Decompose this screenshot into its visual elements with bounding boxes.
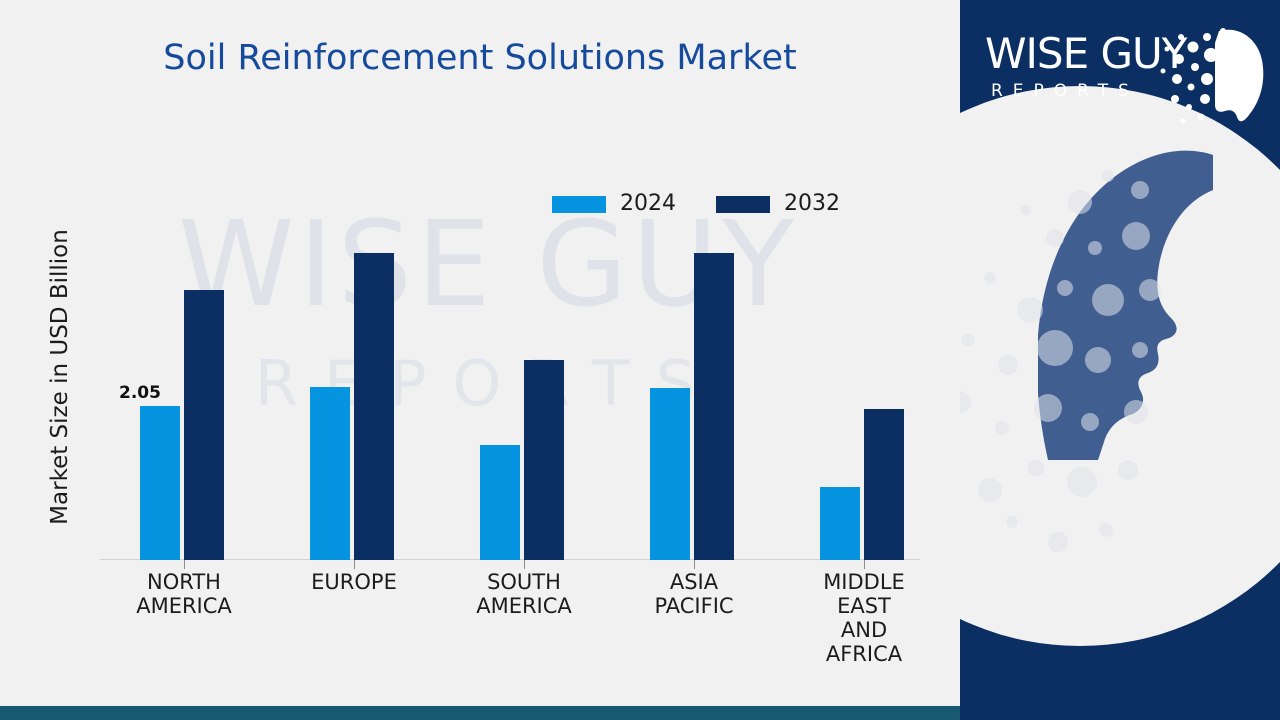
bar-2032[interactable] (694, 253, 734, 560)
chart-panel (0, 0, 960, 720)
bar-2032[interactable] (354, 253, 394, 560)
bar-group: EUROPE (270, 230, 440, 594)
bottom-accent-bar (0, 706, 960, 720)
dotted-head-pattern-icon (960, 170, 1161, 552)
legend-item-2032[interactable]: 2032 (716, 193, 840, 215)
bar-value-label: 2.05 (119, 383, 161, 404)
brand-logo[interactable]: WISE GUY REPORTS (985, 28, 1264, 124)
bar-2024[interactable] (140, 406, 180, 560)
x-axis-tick (354, 560, 355, 569)
x-axis-label: NORTH AMERICA (136, 570, 232, 618)
logo-primary-text: WISE GUY (985, 29, 1187, 78)
logo-secondary-text: REPORTS (991, 81, 1139, 101)
legend-label-2032: 2032 (784, 191, 840, 216)
legend-swatch-2024 (552, 195, 606, 213)
bar-2024[interactable] (820, 487, 860, 560)
face-profile-silhouette-icon (1038, 150, 1213, 460)
legend-item-2024[interactable]: 2024 (552, 193, 676, 215)
bar-group: MIDDLE EAST AND AFRICA (780, 230, 950, 666)
plot-area: 2.05 NORTH AMERICA EUROPE SOUTH AMERICA ASIA… (100, 230, 920, 666)
bar-2024[interactable] (310, 386, 350, 560)
logo-dotted-head-icon (1160, 28, 1264, 124)
chart-legend: 2024 2032 (552, 193, 840, 215)
x-axis-tick (184, 560, 185, 569)
legend-swatch-2032 (716, 195, 770, 213)
bar-group: SOUTH AMERICA (440, 230, 610, 618)
x-axis-tick (694, 560, 695, 569)
bar-group: ASIA PACIFIC (610, 230, 780, 618)
bar-2032[interactable] (864, 408, 904, 560)
x-axis-label: ASIA PACIFIC (654, 570, 734, 618)
bar-2024[interactable] (480, 445, 520, 560)
bar-2024[interactable] (650, 387, 690, 560)
page-title: Soil Reinforcement Solutions Market (163, 38, 797, 78)
x-axis-tick (864, 560, 865, 569)
x-axis-label: MIDDLE EAST AND AFRICA (823, 570, 905, 666)
bar-2032[interactable] (524, 359, 564, 560)
x-axis-tick (524, 560, 525, 569)
bar-group: 2.05 NORTH AMERICA (100, 230, 270, 618)
brand-panel (960, 0, 1280, 720)
x-axis-label: SOUTH AMERICA (476, 570, 572, 618)
legend-label-2024: 2024 (620, 191, 676, 216)
x-axis-label: EUROPE (311, 570, 397, 594)
bar-2032[interactable] (184, 290, 224, 560)
y-axis-title: Market Size in USD Billion (47, 229, 73, 525)
